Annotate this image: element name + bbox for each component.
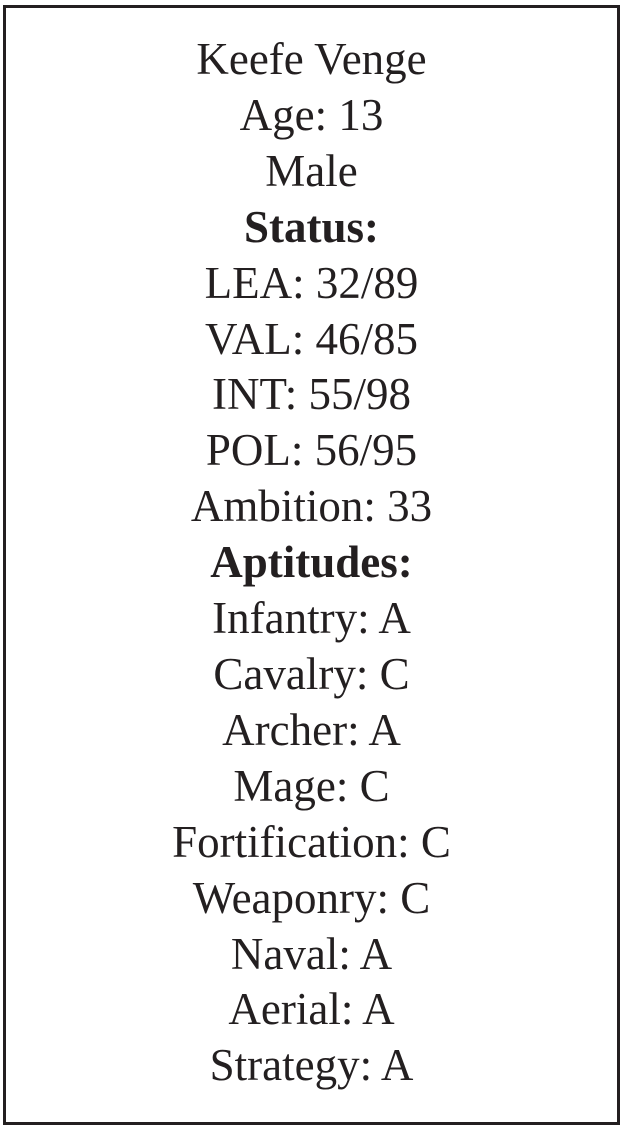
stat-line-ambition: Ambition: 33	[190, 481, 433, 532]
character-age: Age: 13	[239, 89, 384, 140]
stat-line-lea: LEA: 32/89	[204, 257, 419, 308]
card-border-frame: Keefe Venge Age: 13 Male Status: LEA: 32…	[3, 5, 620, 1125]
aptitude-line-naval: Naval: A	[230, 928, 393, 979]
aptitude-line-cavalry: Cavalry: C	[213, 648, 410, 699]
stat-line-val: VAL: 46/85	[205, 313, 418, 364]
stat-line-int: INT: 55/98	[212, 369, 411, 420]
aptitude-line-aerial: Aerial: A	[228, 984, 395, 1035]
status-section-header: Status:	[243, 201, 380, 252]
aptitude-line-strategy: Strategy: A	[209, 1040, 414, 1091]
aptitude-line-mage: Mage: C	[233, 760, 390, 811]
aptitude-line-archer: Archer: A	[222, 704, 401, 755]
aptitude-line-fortification: Fortification: C	[172, 816, 451, 867]
aptitude-line-infantry: Infantry: A	[212, 593, 411, 644]
character-name: Keefe Venge	[196, 34, 427, 84]
stat-line-pol: POL: 56/95	[205, 425, 418, 476]
character-gender: Male	[265, 145, 358, 196]
aptitudes-section-header: Aptitudes:	[210, 537, 413, 588]
aptitude-line-weaponry: Weaponry: C	[192, 872, 431, 923]
